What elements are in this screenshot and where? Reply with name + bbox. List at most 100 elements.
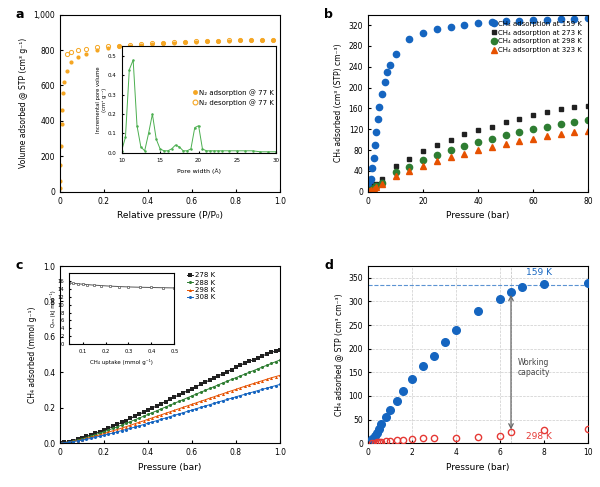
- Line: 298 K: 298 K: [58, 374, 281, 445]
- CH₄ adsorption at 273 K: [365, 188, 372, 194]
- CH₄ adsorption at 298 K: [433, 152, 440, 158]
- Y-axis label: CH₄ adsorbed @ STP (cm³ cm⁻³): CH₄ adsorbed @ STP (cm³ cm⁻³): [334, 293, 343, 416]
- 298 K: [215, 392, 222, 398]
- 308 K: [277, 381, 284, 387]
- 278 K: [215, 373, 222, 379]
- Text: 159 K: 159 K: [526, 268, 553, 277]
- CH₄ adsorption at 323 K: [447, 154, 454, 160]
- CH₄ adsorption at 159 K: [367, 179, 374, 185]
- CH₄ adsorption at 159 K: [374, 116, 381, 122]
- CH₄ adsorption at 323 K: [502, 141, 509, 147]
- 298 K: [105, 429, 112, 435]
- Legend: 278 K, 288 K, 298 K, 308 K: 278 K, 288 K, 298 K, 308 K: [184, 269, 218, 303]
- CH₄ adsorption at 298 K: [488, 136, 496, 142]
- 308 K: [56, 440, 64, 446]
- CH₄ adsorption at 273 K: [475, 127, 482, 133]
- CH₄ adsorption at 159 K: [373, 129, 380, 135]
- X-axis label: Pressure (bar): Pressure (bar): [446, 463, 509, 471]
- X-axis label: Relative pressure (P/P₀): Relative pressure (P/P₀): [117, 211, 223, 220]
- CH₄ adsorption at 159 K: [515, 18, 523, 24]
- CH₄ adsorption at 273 K: [433, 142, 440, 148]
- Text: a: a: [16, 7, 25, 20]
- CH₄ adsorption at 159 K: [386, 62, 394, 68]
- CH₄ adsorption at 323 K: [475, 147, 482, 153]
- CH₄ adsorption at 273 K: [515, 116, 523, 122]
- 278 K: [105, 425, 112, 431]
- CH₄ adsorption at 273 K: [557, 107, 564, 112]
- CH₄ adsorption at 159 K: [447, 24, 454, 30]
- Line: CH₄ adsorption at 298 K: CH₄ adsorption at 298 K: [365, 117, 591, 195]
- 288 K: [215, 382, 222, 388]
- CH₄ adsorption at 323 K: [515, 138, 523, 144]
- 308 K: [105, 431, 112, 437]
- CH₄ adsorption at 323 K: [392, 173, 399, 179]
- Legend: CH₄ adsorption at 159 K, CH₄ adsorption at 273 K, CH₄ adsorption at 298 K, CH₄ a: CH₄ adsorption at 159 K, CH₄ adsorption …: [490, 18, 584, 56]
- CH₄ adsorption at 159 K: [383, 69, 391, 75]
- CH₄ adsorption at 273 K: [370, 184, 377, 189]
- CH₄ adsorption at 323 K: [571, 130, 578, 135]
- CH₄ adsorption at 298 K: [365, 188, 373, 194]
- CH₄ adsorption at 159 K: [370, 155, 377, 161]
- CH₄ adsorption at 323 K: [370, 186, 377, 191]
- CH₄ adsorption at 159 K: [571, 16, 578, 22]
- CH₄ adsorption at 323 K: [367, 187, 374, 193]
- 308 K: [202, 403, 209, 409]
- 298 K: [56, 440, 64, 446]
- 298 K: [122, 424, 130, 430]
- CH₄ adsorption at 159 K: [381, 79, 388, 85]
- CH₄ adsorption at 273 K: [502, 119, 509, 125]
- CH₄ adsorption at 298 K: [502, 132, 509, 138]
- Y-axis label: CH₄ adsorbed (mmol g⁻¹): CH₄ adsorbed (mmol g⁻¹): [28, 306, 37, 403]
- CH₄ adsorption at 159 K: [433, 26, 440, 32]
- CH₄ adsorption at 298 K: [447, 147, 454, 153]
- Y-axis label: Volume adsorbed @ STP (cm³ g⁻¹): Volume adsorbed @ STP (cm³ g⁻¹): [19, 38, 28, 169]
- CH₄ adsorption at 298 K: [584, 117, 592, 123]
- CH₄ adsorption at 298 K: [406, 164, 413, 169]
- CH₄ adsorption at 323 K: [378, 182, 385, 187]
- CH₄ adsorption at 159 K: [367, 176, 374, 182]
- Text: Working
capacity: Working capacity: [518, 358, 550, 377]
- Line: CH₄ adsorption at 323 K: CH₄ adsorption at 323 K: [365, 128, 591, 195]
- CH₄ adsorption at 159 K: [557, 17, 564, 22]
- CH₄ adsorption at 273 K: [373, 181, 380, 187]
- CH₄ adsorption at 273 K: [419, 148, 427, 154]
- 288 K: [202, 388, 209, 393]
- Y-axis label: CH₄ adsorbed (cm³ (STP) cm⁻³): CH₄ adsorbed (cm³ (STP) cm⁻³): [334, 44, 343, 163]
- CH₄ adsorption at 323 K: [365, 188, 372, 194]
- Legend: N₂ adsorption @ 77 K, N₂ desorption @ 77 K: N₂ adsorption @ 77 K, N₂ desorption @ 77…: [191, 86, 277, 109]
- 278 K: [56, 440, 64, 446]
- Text: 298 K: 298 K: [526, 432, 552, 441]
- 308 K: [122, 427, 130, 432]
- CH₄ adsorption at 273 K: [406, 156, 413, 162]
- 278 K: [202, 379, 209, 385]
- CH₄ adsorption at 323 K: [461, 151, 468, 157]
- CH₄ adsorption at 298 K: [366, 187, 373, 193]
- CH₄ adsorption at 298 K: [365, 188, 372, 194]
- CH₄ adsorption at 323 K: [366, 188, 373, 194]
- CH₄ adsorption at 159 K: [475, 20, 482, 26]
- 288 K: [127, 419, 134, 425]
- 298 K: [272, 374, 279, 379]
- CH₄ adsorption at 159 K: [365, 187, 372, 193]
- X-axis label: Pressure (bar): Pressure (bar): [139, 463, 202, 471]
- Line: 308 K: 308 K: [58, 383, 281, 445]
- CH₄ adsorption at 298 K: [529, 126, 536, 132]
- CH₄ adsorption at 159 K: [378, 92, 385, 97]
- CH₄ adsorption at 323 K: [557, 131, 564, 137]
- CH₄ adsorption at 159 K: [371, 142, 379, 148]
- CH₄ adsorption at 298 K: [370, 185, 377, 191]
- 288 K: [272, 359, 279, 365]
- CH₄ adsorption at 273 K: [571, 104, 578, 110]
- CH₄ adsorption at 159 K: [584, 15, 592, 21]
- 298 K: [202, 397, 209, 403]
- 288 K: [122, 420, 130, 426]
- CH₄ adsorption at 273 K: [367, 186, 374, 191]
- CH₄ adsorption at 159 K: [366, 184, 373, 189]
- 308 K: [215, 399, 222, 405]
- CH₄ adsorption at 323 K: [433, 159, 440, 165]
- CH₄ adsorption at 273 K: [543, 109, 550, 115]
- Text: c: c: [16, 259, 23, 272]
- CH₄ adsorption at 298 K: [461, 143, 468, 149]
- CH₄ adsorption at 273 K: [584, 103, 592, 109]
- CH₄ adsorption at 273 K: [488, 124, 496, 130]
